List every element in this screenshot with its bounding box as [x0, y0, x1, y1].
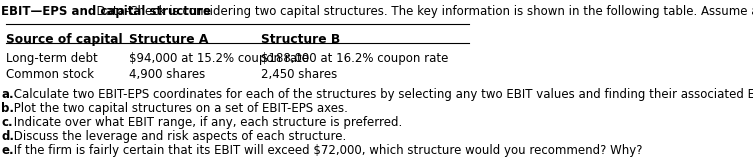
Text: Structure A: Structure A: [129, 33, 209, 46]
Text: Long-term debt: Long-term debt: [6, 52, 98, 65]
Text: EBIT—EPS and capital structure: EBIT—EPS and capital structure: [2, 5, 212, 18]
Text: Plot the two capital structures on a set of EBIT-EPS axes.: Plot the two capital structures on a set…: [10, 102, 348, 115]
Text: Common stock: Common stock: [6, 68, 94, 81]
Text: b.: b.: [2, 102, 14, 115]
Text: If the firm is fairly certain that its EBIT will exceed $72,000, which structure: If the firm is fairly certain that its E…: [10, 144, 642, 157]
Text: 4,900 shares: 4,900 shares: [129, 68, 205, 81]
Text: $188,000 at 16.2% coupon rate: $188,000 at 16.2% coupon rate: [261, 52, 448, 65]
Text: a.: a.: [2, 88, 14, 101]
Text: Calculate two EBIT-EPS coordinates for each of the structures by selecting any t: Calculate two EBIT-EPS coordinates for e…: [10, 88, 753, 101]
Text: Data-Check is considering two capital structures. The key information is shown i: Data-Check is considering two capital st…: [89, 5, 753, 18]
Text: Source of capital: Source of capital: [6, 33, 123, 46]
Text: 2,450 shares: 2,450 shares: [261, 68, 337, 81]
Text: Discuss the leverage and risk aspects of each structure.: Discuss the leverage and risk aspects of…: [10, 130, 346, 143]
Text: e.: e.: [2, 144, 14, 157]
Text: c.: c.: [2, 116, 13, 129]
Text: Structure B: Structure B: [261, 33, 340, 46]
Text: $94,000 at 15.2% coupon rate: $94,000 at 15.2% coupon rate: [129, 52, 309, 65]
Text: d.: d.: [2, 130, 14, 143]
Text: Indicate over what EBIT range, if any, each structure is preferred.: Indicate over what EBIT range, if any, e…: [10, 116, 402, 129]
